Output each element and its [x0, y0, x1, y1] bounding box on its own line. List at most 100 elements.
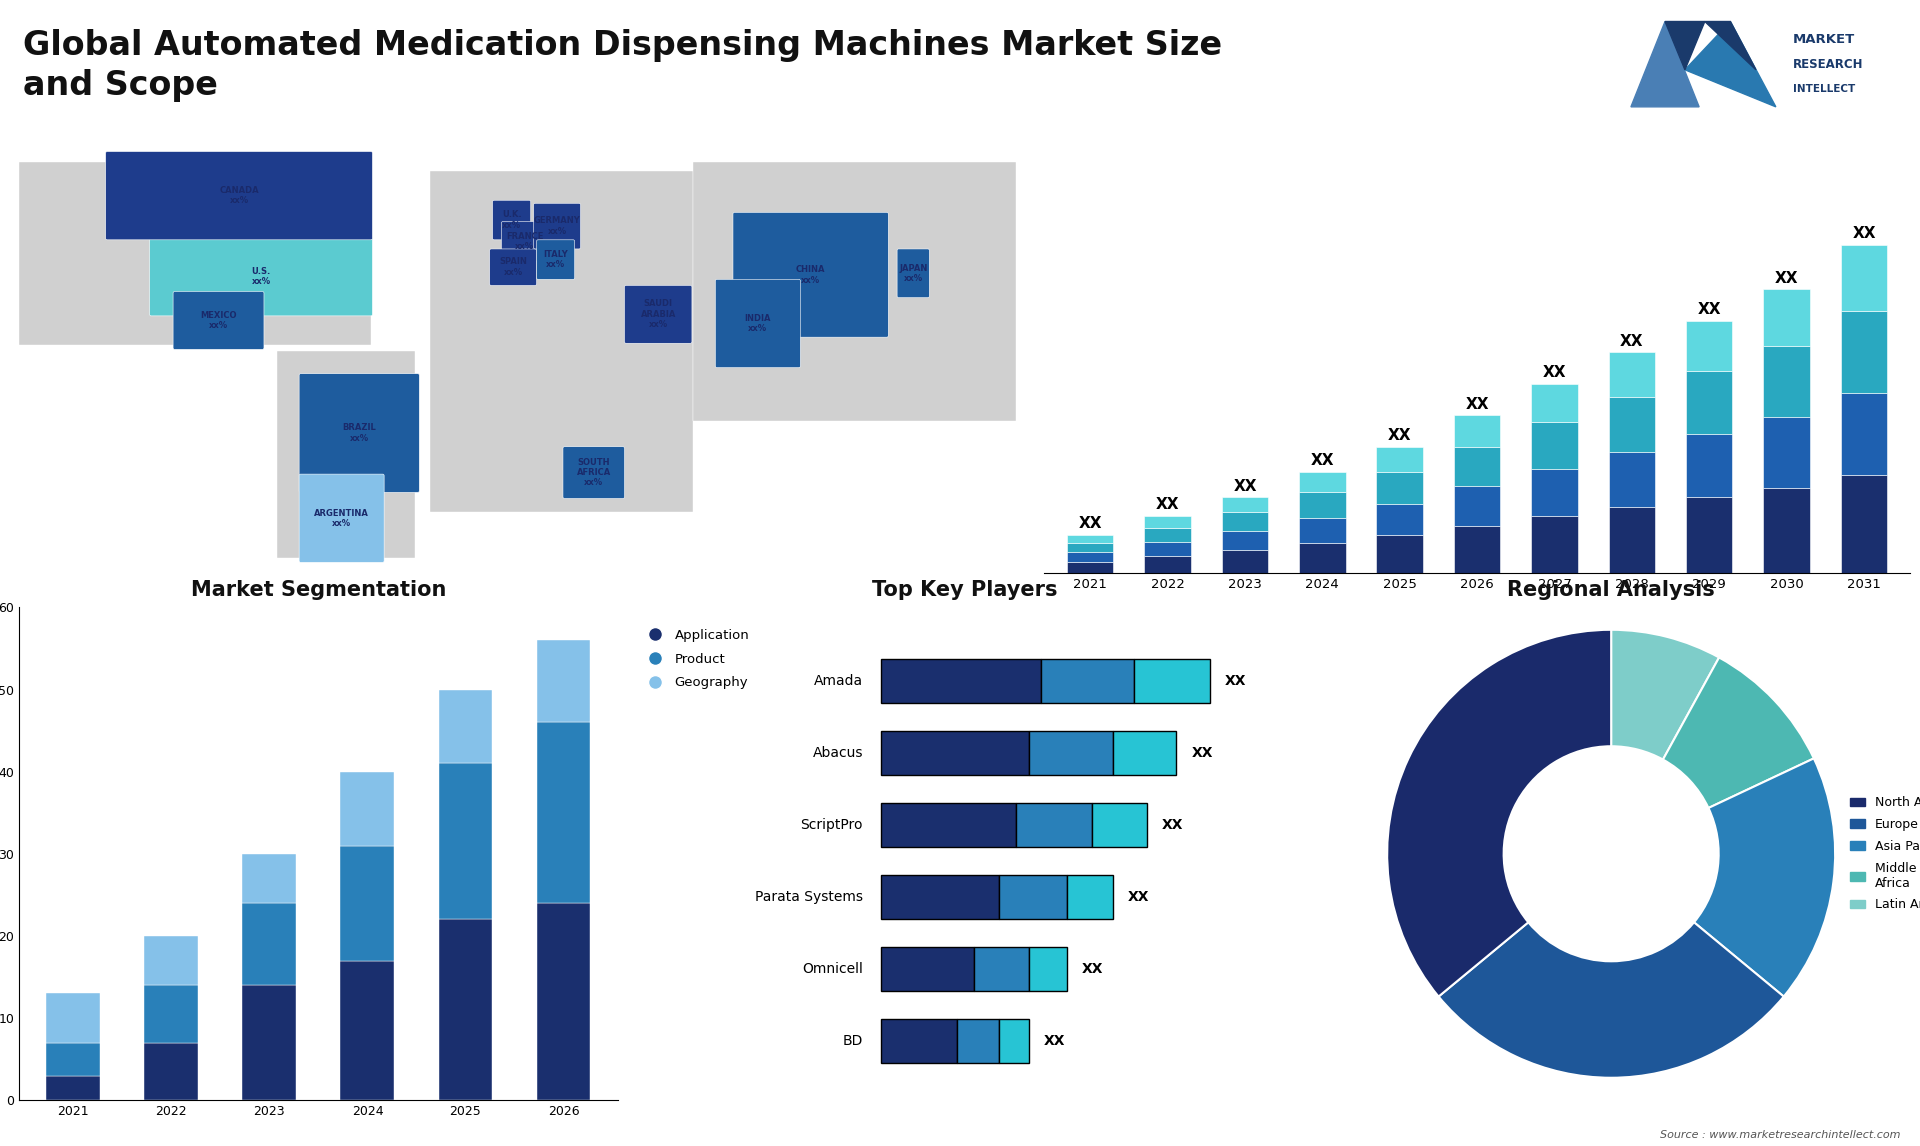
Text: ITALY
xx%: ITALY xx%: [543, 250, 568, 269]
Text: INDIA
xx%: INDIA xx%: [745, 314, 772, 333]
Bar: [1532, 384, 1578, 422]
Text: Omnicell: Omnicell: [803, 963, 864, 976]
Polygon shape: [276, 351, 415, 558]
Text: JAPAN
xx%: JAPAN xx%: [899, 264, 927, 283]
Bar: [1686, 321, 1732, 371]
FancyBboxPatch shape: [1135, 659, 1210, 704]
Title: Regional Analysis: Regional Analysis: [1507, 580, 1715, 601]
FancyBboxPatch shape: [1029, 947, 1068, 991]
Bar: [340, 960, 394, 1100]
Text: MARKET: MARKET: [1793, 33, 1855, 46]
Bar: [1841, 393, 1887, 474]
FancyBboxPatch shape: [490, 249, 536, 285]
FancyBboxPatch shape: [956, 1019, 998, 1063]
Polygon shape: [19, 163, 371, 345]
FancyBboxPatch shape: [881, 803, 1016, 847]
FancyBboxPatch shape: [1029, 731, 1114, 776]
Bar: [1532, 469, 1578, 516]
Polygon shape: [1665, 22, 1705, 70]
Wedge shape: [1386, 630, 1611, 997]
Bar: [1532, 422, 1578, 469]
Text: XX: XX: [1853, 227, 1876, 242]
Bar: [1532, 516, 1578, 573]
Text: Parata Systems: Parata Systems: [755, 890, 864, 904]
FancyBboxPatch shape: [998, 874, 1068, 919]
Bar: [1609, 507, 1655, 573]
Text: XX: XX: [1233, 479, 1258, 494]
Title: Market Segmentation: Market Segmentation: [190, 580, 445, 601]
Bar: [242, 854, 296, 903]
Polygon shape: [1686, 22, 1776, 107]
Text: XX: XX: [1620, 333, 1644, 348]
Wedge shape: [1663, 658, 1814, 808]
Bar: [1377, 504, 1423, 535]
Polygon shape: [1630, 22, 1699, 107]
Text: SPAIN
xx%: SPAIN xx%: [499, 258, 528, 277]
Bar: [1841, 311, 1887, 393]
Text: XX: XX: [1774, 270, 1799, 285]
Bar: [340, 771, 394, 846]
Text: XX: XX: [1162, 818, 1183, 832]
FancyBboxPatch shape: [973, 947, 1029, 991]
Text: BD: BD: [843, 1034, 864, 1049]
Bar: [1144, 516, 1190, 527]
FancyBboxPatch shape: [501, 221, 549, 261]
Bar: [1841, 245, 1887, 311]
FancyBboxPatch shape: [150, 237, 372, 316]
Bar: [1300, 493, 1346, 518]
FancyBboxPatch shape: [897, 249, 929, 298]
Text: U.K.
xx%: U.K. xx%: [501, 211, 522, 229]
Bar: [536, 722, 591, 903]
Text: U.S.
xx%: U.S. xx%: [252, 267, 271, 286]
FancyBboxPatch shape: [300, 474, 384, 563]
FancyBboxPatch shape: [881, 1019, 956, 1063]
FancyBboxPatch shape: [173, 291, 263, 350]
Bar: [1068, 535, 1114, 543]
Text: XX: XX: [1156, 497, 1179, 512]
Text: MEXICO
xx%: MEXICO xx%: [200, 311, 236, 330]
Bar: [144, 986, 198, 1043]
Text: RESEARCH: RESEARCH: [1793, 57, 1864, 71]
Bar: [46, 994, 100, 1043]
Text: Abacus: Abacus: [812, 746, 864, 760]
Text: XX: XX: [1388, 429, 1411, 444]
Bar: [1841, 474, 1887, 573]
FancyBboxPatch shape: [716, 280, 801, 368]
Text: FRANCE
xx%: FRANCE xx%: [507, 231, 543, 251]
Text: ScriptPro: ScriptPro: [801, 818, 864, 832]
Bar: [1068, 543, 1114, 552]
Bar: [1144, 542, 1190, 556]
FancyBboxPatch shape: [493, 201, 530, 240]
Bar: [1609, 353, 1655, 397]
Bar: [1068, 552, 1114, 562]
Text: XX: XX: [1465, 397, 1488, 411]
FancyBboxPatch shape: [534, 203, 580, 249]
FancyBboxPatch shape: [563, 447, 624, 499]
FancyBboxPatch shape: [300, 374, 419, 493]
Bar: [1686, 497, 1732, 573]
Text: INTELLECT: INTELLECT: [1793, 84, 1855, 94]
Bar: [242, 986, 296, 1100]
Bar: [1763, 488, 1811, 573]
Bar: [438, 690, 492, 763]
Text: XX: XX: [1081, 963, 1104, 976]
Bar: [1144, 556, 1190, 573]
FancyBboxPatch shape: [1092, 803, 1146, 847]
Bar: [1453, 416, 1500, 447]
Text: XX: XX: [1044, 1034, 1066, 1049]
Bar: [1068, 562, 1114, 573]
Bar: [438, 919, 492, 1100]
Text: CHINA
xx%: CHINA xx%: [797, 265, 826, 284]
Text: BRAZIL
xx%: BRAZIL xx%: [342, 423, 376, 442]
Text: XX: XX: [1225, 674, 1246, 689]
Polygon shape: [693, 163, 1016, 421]
FancyBboxPatch shape: [1016, 803, 1092, 847]
Text: SOUTH
AFRICA
xx%: SOUTH AFRICA xx%: [576, 457, 611, 487]
Bar: [46, 1043, 100, 1075]
Text: and Scope: and Scope: [23, 69, 217, 102]
FancyBboxPatch shape: [881, 947, 973, 991]
Bar: [242, 903, 296, 986]
Text: GERMANY
xx%: GERMANY xx%: [534, 217, 580, 236]
Bar: [1377, 535, 1423, 573]
FancyBboxPatch shape: [881, 874, 998, 919]
